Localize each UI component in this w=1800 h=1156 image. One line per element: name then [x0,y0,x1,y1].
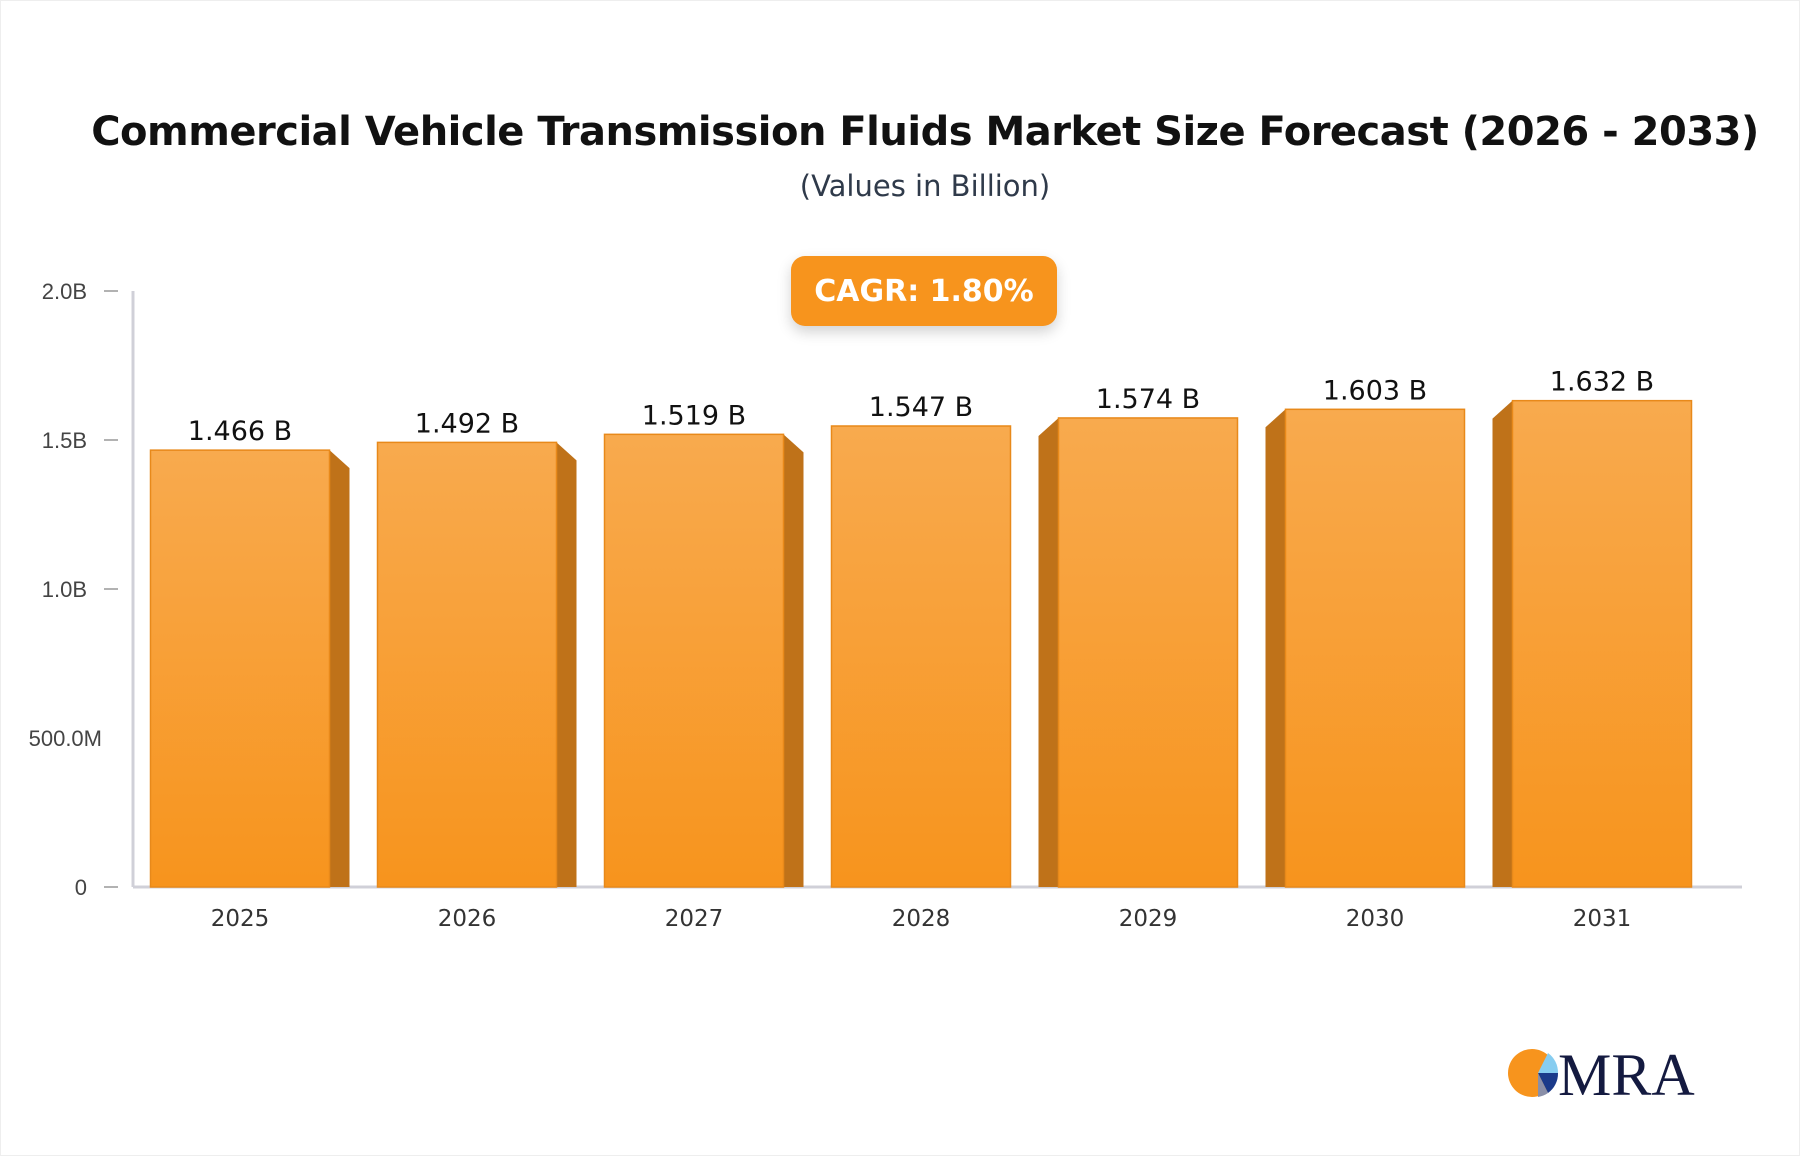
bar-side [329,450,350,887]
bar-group: 1.519 B 2027 [603,400,804,932]
data-label: 1.603 B [1323,375,1427,406]
x-tick-label: 2030 [1346,906,1405,932]
logo-text: MRA [1558,1042,1695,1101]
data-label: 1.574 B [1096,384,1200,415]
bar-side [1038,417,1059,887]
mra-logo: MRA [1506,1041,1706,1101]
bar-group: 1.466 B 2025 [149,416,350,932]
bar [376,441,558,888]
y-tick-label: 500.0M [29,726,102,751]
data-label: 1.492 B [415,408,519,439]
y-tick-label: 1.0B [42,577,87,602]
bar [149,449,331,888]
x-tick-label: 2027 [665,906,724,932]
data-label: 1.547 B [869,392,973,423]
data-label: 1.632 B [1550,367,1654,398]
x-tick-label: 2029 [1119,906,1178,932]
bar [1284,408,1466,888]
data-label: 1.519 B [642,400,746,431]
y-tick-label: 2.0B [42,279,87,304]
bar-side [1265,409,1286,887]
chart-subtitle: (Values in Billion) [799,169,1051,203]
x-tick-label: 2025 [211,906,270,932]
bar [1511,399,1693,888]
bar-side [783,434,804,887]
bar [603,433,785,888]
x-tick-label: 2026 [438,906,497,932]
logo-pie-icon: MRA [1508,1042,1695,1101]
bar-group: 1.632 B 2031 [1492,367,1693,932]
bar-group: 1.547 B 2028 [830,392,1012,932]
bar-side [556,442,577,887]
bar [830,425,1012,888]
bar-side [1492,400,1513,887]
x-tick-label: 2028 [892,906,951,932]
bar [1057,417,1239,888]
y-tick-label: 0 [75,875,87,900]
x-tick-label: 2031 [1573,906,1632,932]
cagr-badge: CAGR: 1.80% [791,256,1057,326]
y-tick-label: 1.5B [42,428,87,453]
bar-group: 1.603 B 2030 [1265,375,1466,932]
chart-title: Commercial Vehicle Transmission Fluids M… [91,109,1759,155]
bar-group: 1.492 B 2026 [376,408,577,932]
data-label: 1.466 B [188,416,292,447]
bar-group: 1.574 B 2029 [1038,384,1239,932]
